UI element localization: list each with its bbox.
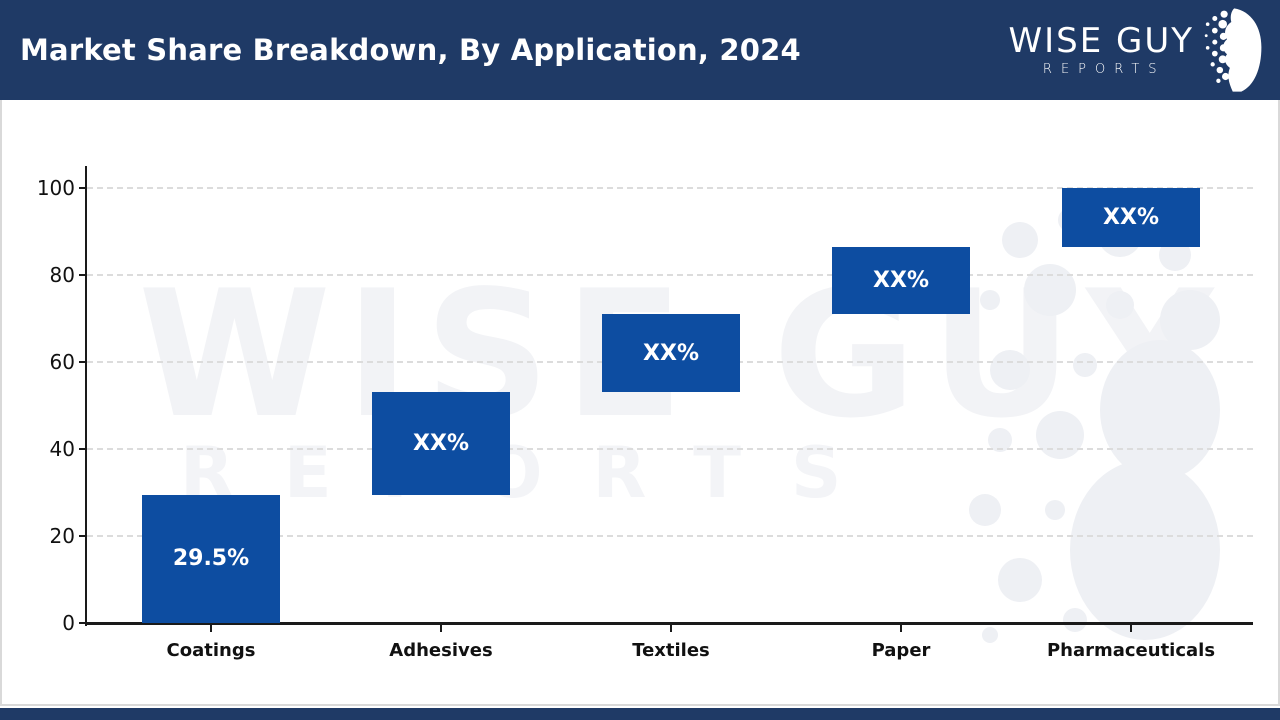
bar-coatings: 29.5%	[142, 494, 280, 623]
y-axis-tick	[79, 535, 87, 537]
bar-value-label: XX%	[643, 340, 699, 366]
header-bar: Market Share Breakdown, By Application, …	[0, 0, 1280, 100]
x-axis-tick	[440, 625, 442, 632]
chart-title: Market Share Breakdown, By Application, …	[20, 33, 801, 67]
bar-value-label: 29.5%	[172, 546, 250, 572]
bar-textiles: XX%	[602, 314, 740, 393]
x-axis-tick-label: Paper	[871, 640, 931, 661]
y-axis-tick	[79, 187, 87, 189]
y-axis-tick-label: 20	[49, 524, 75, 548]
bar-pharmaceuticals: XX%	[1062, 188, 1200, 247]
x-axis-tick	[670, 625, 672, 632]
x-axis-tick-label: Coatings	[166, 640, 256, 661]
bar-paper: XX%	[832, 246, 970, 315]
bar-value-label: XX%	[1103, 204, 1159, 230]
x-axis-tick	[210, 625, 212, 632]
gridline	[87, 535, 1253, 537]
x-axis-tick	[900, 625, 902, 632]
y-axis-tick-label: 100	[36, 176, 75, 200]
y-axis-tick-label: 40	[49, 437, 75, 461]
logo-face-icon	[1204, 8, 1262, 92]
footer-bar	[0, 708, 1280, 720]
brand-name: WISE GUY	[1008, 21, 1194, 62]
y-axis-tick	[79, 448, 87, 450]
bar-value-label: XX%	[873, 267, 929, 293]
y-axis-tick	[79, 622, 87, 624]
bar-value-label: XX%	[413, 431, 469, 457]
y-axis-tick-label: 0	[62, 611, 75, 635]
y-axis-tick-label: 80	[49, 263, 75, 287]
y-axis-tick-label: 60	[49, 350, 75, 374]
gridline	[87, 448, 1253, 450]
x-axis-tick-label: Pharmaceuticals	[1046, 640, 1216, 661]
brand-logo: WISE GUY REPORTS	[1008, 6, 1266, 94]
x-axis	[85, 622, 1253, 625]
y-axis	[85, 166, 87, 626]
bar-adhesives: XX%	[372, 392, 510, 495]
brand-subname: REPORTS	[1042, 61, 1166, 77]
x-axis-tick-label: Textiles	[632, 640, 710, 661]
gridline	[87, 274, 1253, 276]
y-axis-tick	[79, 361, 87, 363]
y-axis-tick	[79, 274, 87, 276]
gridline	[87, 187, 1253, 189]
brand-logo-text: WISE GUY REPORTS	[1008, 21, 1194, 77]
x-axis-tick-label: Adhesives	[389, 640, 493, 661]
x-axis-tick	[1130, 625, 1132, 632]
